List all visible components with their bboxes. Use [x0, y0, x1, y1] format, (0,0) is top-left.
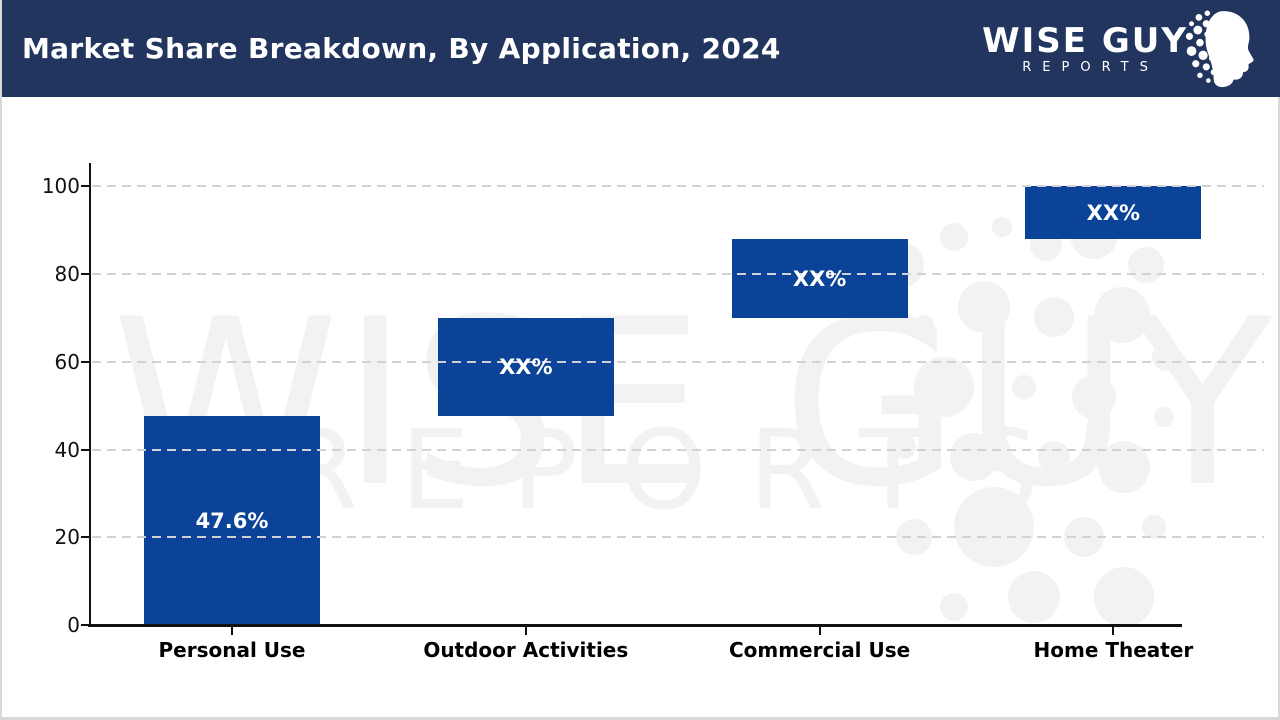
x-tick-outdoor-activities	[524, 627, 527, 635]
bar-value-label-personal-use: 47.6%	[195, 508, 269, 533]
y-tick-label-0: 0	[67, 613, 80, 637]
category-label-home-theater: Home Theater	[1033, 638, 1194, 662]
category-label-commercial-use: Commercial Use	[728, 638, 911, 662]
bar-personal-use	[144, 416, 320, 625]
y-tick-100	[81, 185, 90, 188]
wiseguy-logo-text: WISE GUY REPORTS	[982, 24, 1188, 74]
bar-value-label-outdoor-activities: XX%	[499, 355, 553, 380]
bar-commercial-use	[731, 239, 908, 318]
bar-value-label-commercial-use: XX%	[792, 266, 847, 291]
dotted-head-icon	[1185, 9, 1254, 87]
x-axis-line	[88, 624, 1182, 627]
header-bar: Market Share Breakdown, By Application, …	[2, 0, 1280, 97]
y-tick-label-80: 80	[54, 262, 80, 287]
x-tick-home-theater	[1112, 627, 1115, 635]
y-tick-label-20: 20	[54, 525, 80, 550]
category-label-personal-use: Personal Use	[158, 638, 306, 662]
bar-value-label-home-theater: XX%	[1086, 200, 1141, 225]
y-tick-40	[81, 448, 90, 451]
wiseguy-logo: WISE GUY REPORTS	[982, 9, 1258, 89]
y-tick-0	[81, 624, 90, 626]
y-tick-label-60: 60	[54, 349, 80, 374]
y-tick-20	[81, 536, 90, 539]
logo-subtext: REPORTS	[1022, 59, 1159, 75]
y-axis-line	[89, 163, 91, 626]
gridline-80	[92, 273, 1264, 276]
x-tick-personal-use	[231, 627, 233, 635]
y-tick-label-40: 40	[54, 437, 80, 462]
bar-outdoor-activities	[437, 317, 614, 417]
y-tick-label-100: 100	[41, 174, 80, 199]
category-label-outdoor-activities: Outdoor Activities	[423, 638, 629, 662]
chart-title: Market Share Breakdown, By Application, …	[22, 32, 781, 65]
gridline-100	[92, 185, 1264, 188]
y-tick-60	[81, 360, 90, 363]
logo-wordmark: WISE GUY	[982, 20, 1188, 61]
gridline-20	[92, 536, 1264, 539]
gridline-40	[92, 448, 1264, 451]
x-tick-commercial-use	[818, 627, 821, 635]
gridline-60	[92, 360, 1264, 363]
y-tick-80	[81, 273, 90, 276]
